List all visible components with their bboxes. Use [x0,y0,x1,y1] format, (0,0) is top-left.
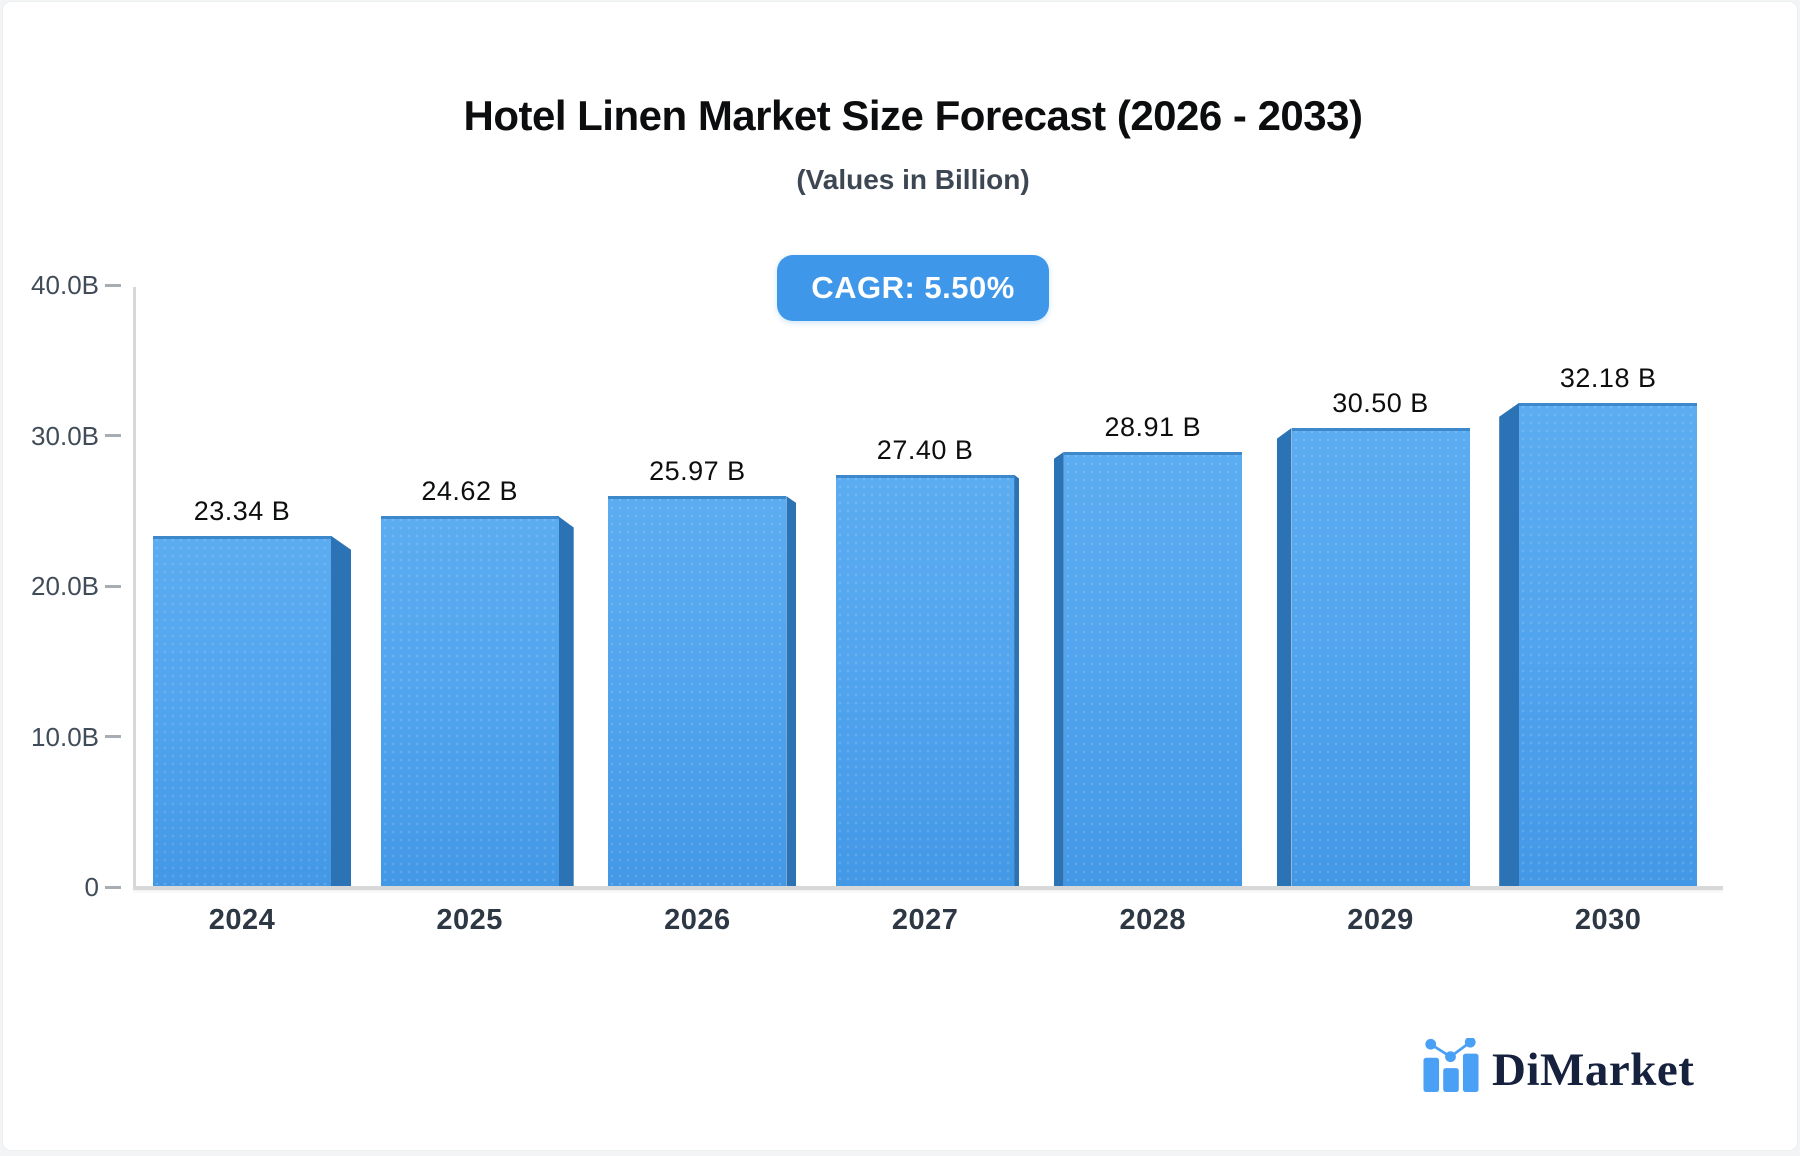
bar-value-label: 27.40 B [876,434,974,465]
bar-side-3d [1499,402,1520,887]
x-axis-label: 2028 [1119,904,1187,936]
bar-side-3d [558,516,574,887]
y-axis-tick-label: 30.0B [31,420,99,451]
x-axis-label: 2030 [1574,904,1642,936]
y-axis-line [133,287,136,889]
dimarket-logo: DiMarket [1423,1038,1695,1096]
bar-side-3d [1014,474,1020,887]
bar-value-label: 24.62 B [421,476,518,507]
dimarket-logo-text: DiMarket [1492,1044,1695,1096]
chart-title: Hotel Linen Market Size Forecast (2026 -… [463,92,1363,139]
bar-face-2026 [608,496,787,887]
bar-side-3d [786,496,797,887]
y-axis-tick-mark [105,584,121,588]
bar-value-label: 23.34 B [193,495,291,526]
bar-side-3d [331,535,351,887]
cagr-badge: CAGR: 5.50% [777,255,1049,321]
x-axis-label: 2026 [664,904,731,936]
bar-face-2025 [380,516,559,887]
x-axis-label: 2027 [891,904,959,936]
bar-value-label: 32.18 B [1559,362,1657,393]
chart-subtitle: (Values in Billion) [796,164,1030,195]
x-axis-label: 2024 [208,904,276,936]
y-axis-tick-label: 40.0B [31,270,99,300]
x-axis-line [133,886,1723,890]
bar-side-3d [1053,451,1064,887]
bar-face-2024 [153,535,331,887]
y-axis-tick-label: 20.0B [31,571,99,601]
bar-value-label: 25.97 B [649,456,746,487]
y-axis-tick-mark [105,434,121,437]
bar-line-chart-logo-icon [1423,1038,1479,1092]
y-axis-tick-mark [105,283,121,287]
cagr-badge-wrap: CAGR: 5.50% [33,255,1793,321]
bar-side-3d [1276,427,1292,887]
bar-value-label: 30.50 B [1332,387,1429,418]
bar-face-2027 [836,474,1015,887]
y-axis-tick-label: 10.0B [31,721,99,752]
x-axis-label: 2029 [1347,904,1414,936]
bar-face-2030 [1519,402,1698,887]
x-axis-label: 2025 [436,904,503,936]
bar-face-2029 [1291,427,1470,887]
y-axis-tick-label: 0 [84,872,99,902]
bar-value-label: 28.91 B [1104,411,1202,442]
y-axis-tick-mark [105,885,121,889]
y-axis-tick-mark [105,735,121,738]
bar-face-2028 [1063,451,1242,887]
